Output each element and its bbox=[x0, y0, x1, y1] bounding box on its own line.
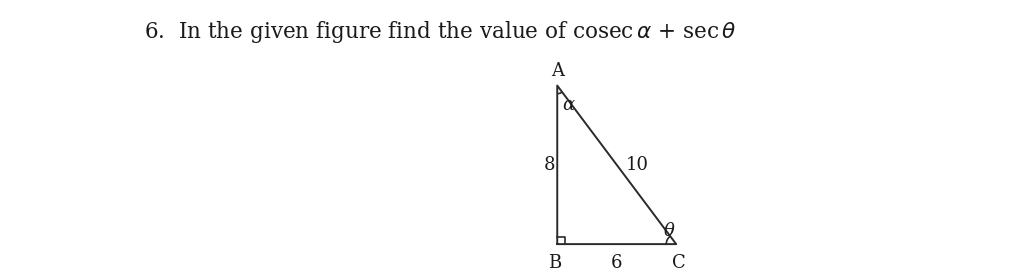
Text: B: B bbox=[548, 254, 561, 272]
Text: 8: 8 bbox=[544, 156, 555, 174]
Text: 6: 6 bbox=[611, 254, 623, 272]
Text: C: C bbox=[672, 254, 685, 272]
Text: 10: 10 bbox=[626, 156, 648, 174]
Text: A: A bbox=[551, 62, 564, 80]
Text: 6.  In the given figure find the value of cosec$\,\alpha$ + sec$\,\theta$: 6. In the given figure find the value of… bbox=[144, 19, 736, 45]
Text: α: α bbox=[562, 96, 574, 114]
Text: θ: θ bbox=[664, 222, 675, 240]
